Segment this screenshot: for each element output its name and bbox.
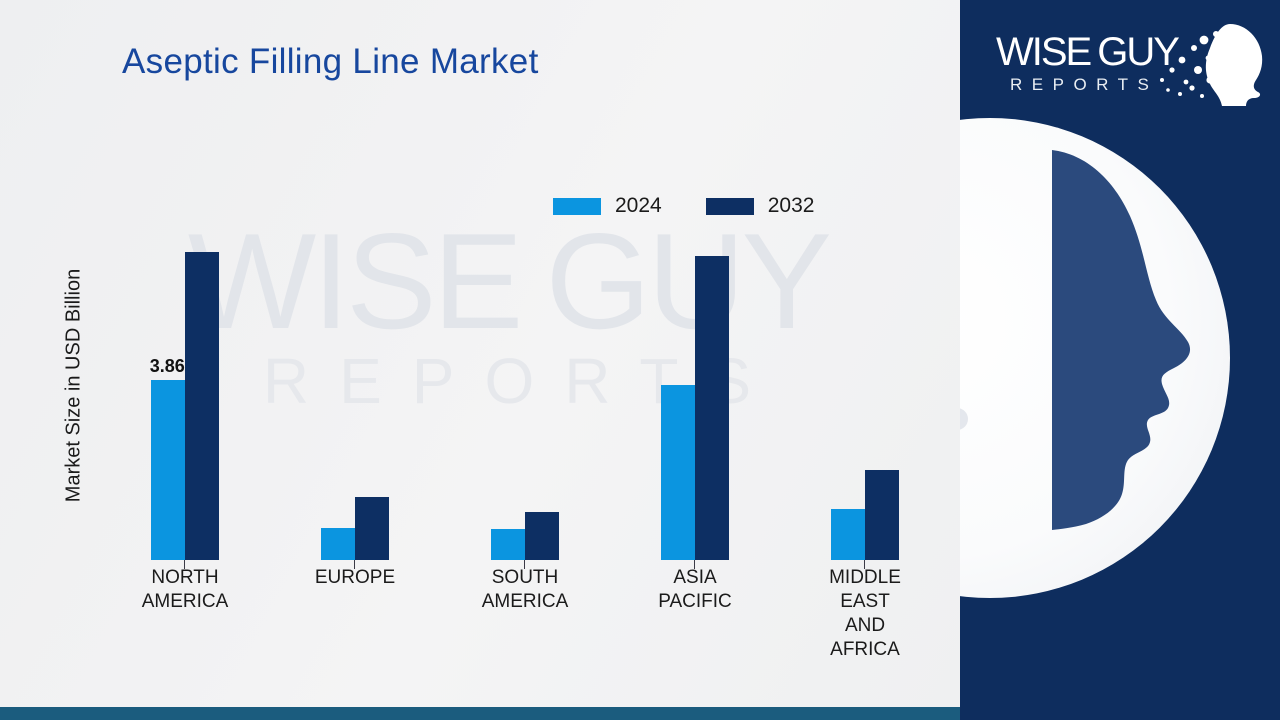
category-label-line: AND [844,615,886,636]
background-gradient [0,0,960,707]
brand-panel: WISE GUY REPORTS [960,0,1280,720]
bar-group-south-america: SOUTH AMERICA [469,180,581,612]
category-label-south-america: SOUTH AMERICA [445,566,605,614]
bar-group-middle-east-and-africa: MIDDLE EAST AND AFRICA [809,180,921,660]
category-label-line: MIDDLE [829,567,901,588]
bottom-accent-bar [0,707,960,720]
bar-2024[interactable] [321,528,355,560]
axis-tick [694,560,695,569]
axis-tick [524,560,525,569]
face-profile-silhouette-icon [1052,150,1262,530]
bar-2032[interactable] [355,497,389,560]
category-label-line: EUROPE [314,567,396,588]
bar-2024[interactable] [491,529,525,560]
axis-tick [184,560,185,569]
bar-group-asia-pacific: ASIA PACIFIC [639,180,751,612]
logo-wordmark: WISE GUY [996,30,1264,74]
bar-group-north-america: 3.86 NORTH AMERICA [129,180,241,612]
page-title: Aseptic Filling Line Market [122,42,539,81]
bar-2032[interactable] [695,256,729,560]
bar-2024[interactable]: 3.86 [150,356,185,560]
category-label-line: AFRICA [830,639,900,660]
logo-word-guy: GUY [1097,30,1180,74]
legend-swatch-icon [553,197,601,215]
category-label-line: EAST [840,591,890,612]
category-label-line: SOUTH [491,567,559,588]
bar-pair: 3.86 [129,180,241,560]
legend-label-2024: 2024 [615,194,662,217]
chart-area: WISE GUY REPORTS Aseptic Filling Line Mar… [0,0,960,720]
bar-pair [469,180,581,560]
category-label-line: AMERICA [481,591,569,612]
plot-area: 3.86 NORTH AMERICA EUROPE [100,180,950,660]
bar-pair [639,180,751,560]
bar-2024[interactable] [831,509,865,560]
category-label-line: PACIFIC [658,591,732,612]
bar-2032[interactable] [525,512,559,560]
legend-label-2032: 2032 [767,194,815,217]
bar-pair [809,180,921,560]
category-label-asia-pacific: ASIA PACIFIC [615,566,775,614]
logo-subtitle: REPORTS [1010,75,1159,94]
brand-logo: WISE GUY REPORTS [996,24,1264,122]
bar-2032[interactable] [185,252,219,560]
chart-legend: 2024 2032 [553,194,814,218]
category-label-europe: EUROPE [275,566,435,590]
y-axis-label: Market Size in USD Billion [62,268,85,503]
legend-item-2024[interactable]: 2024 [553,194,662,218]
bar-pair [299,180,411,560]
legend-item-2032[interactable]: 2032 [705,194,815,218]
logo-word-wise: WISE [996,30,1092,74]
category-label-line: ASIA [673,567,717,588]
bar-value-label: 3.86 [149,356,185,376]
category-label-middle-east-and-africa: MIDDLE EAST AND AFRICA [785,566,945,662]
category-label-line: NORTH [151,567,219,588]
category-label-line: AMERICA [141,591,229,612]
axis-tick [864,560,865,569]
bar-2024[interactable] [661,385,695,560]
axis-tick [354,560,355,569]
legend-swatch-icon [705,197,754,215]
logo-head-profile-icon [1202,22,1266,108]
bar-2032[interactable] [865,470,899,560]
bar-group-europe: EUROPE [299,180,411,588]
category-label-north-america: NORTH AMERICA [105,566,265,614]
